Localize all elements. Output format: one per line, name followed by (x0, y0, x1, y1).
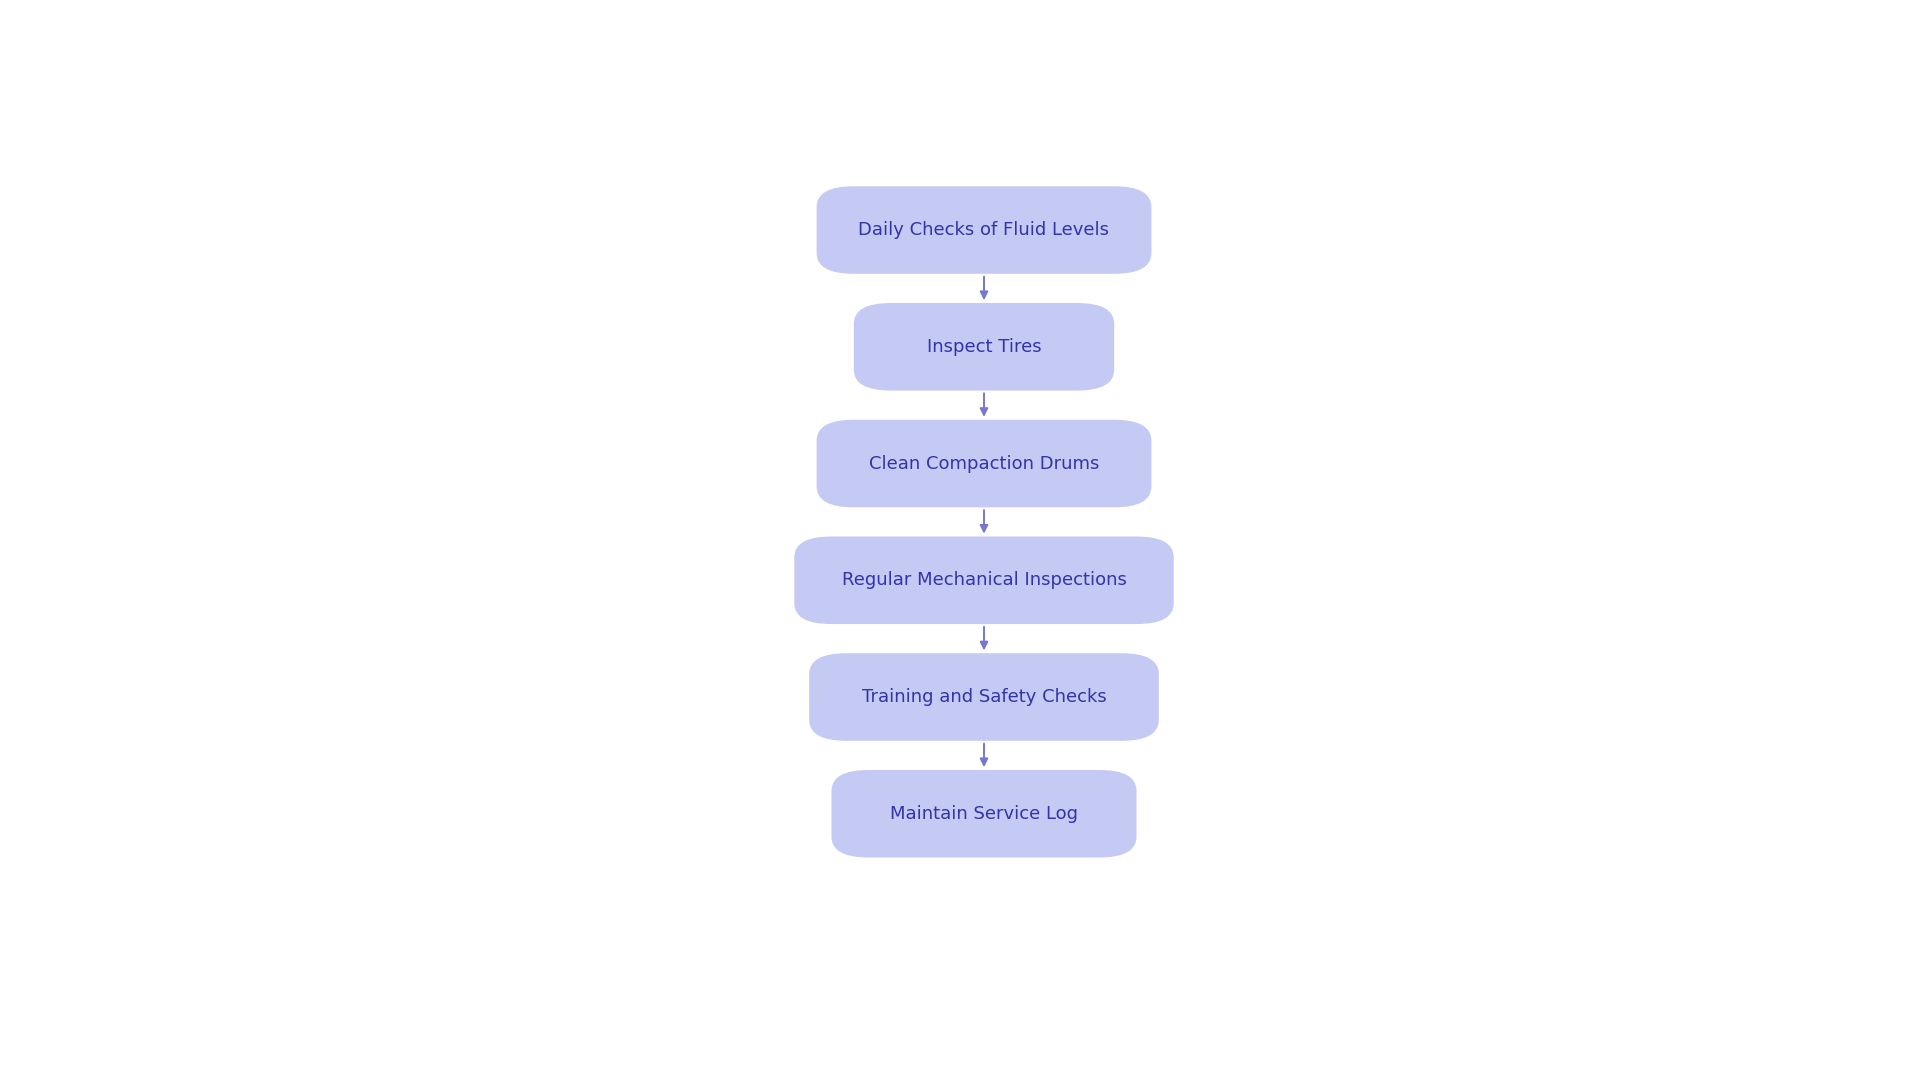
FancyBboxPatch shape (831, 770, 1137, 858)
Text: Clean Compaction Drums: Clean Compaction Drums (870, 455, 1098, 472)
FancyBboxPatch shape (854, 303, 1114, 391)
FancyBboxPatch shape (816, 420, 1152, 507)
Text: Inspect Tires: Inspect Tires (927, 338, 1041, 356)
FancyBboxPatch shape (795, 536, 1173, 624)
Text: Maintain Service Log: Maintain Service Log (891, 805, 1077, 823)
Text: Daily Checks of Fluid Levels: Daily Checks of Fluid Levels (858, 221, 1110, 239)
FancyBboxPatch shape (808, 653, 1160, 741)
FancyBboxPatch shape (816, 186, 1152, 274)
Text: Regular Mechanical Inspections: Regular Mechanical Inspections (841, 571, 1127, 589)
Text: Training and Safety Checks: Training and Safety Checks (862, 688, 1106, 706)
